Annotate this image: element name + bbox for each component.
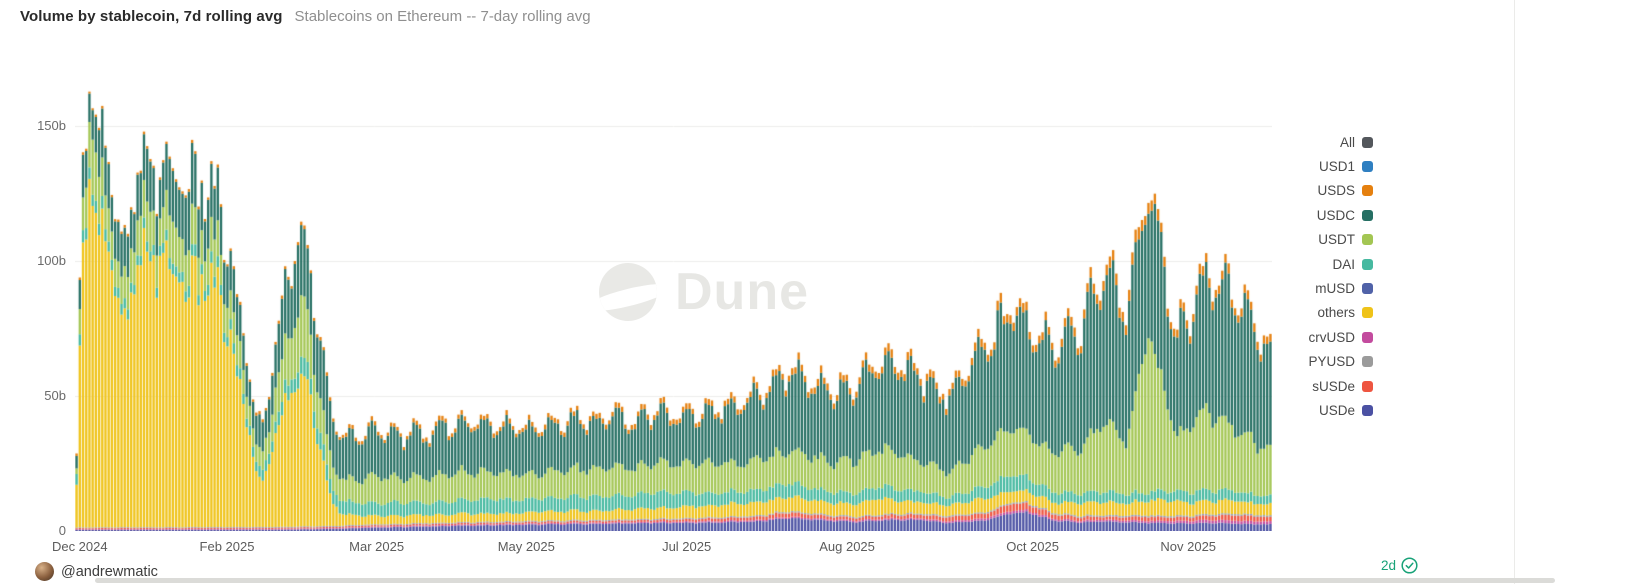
legend-item-usde[interactable]: USDe: [1308, 398, 1373, 422]
legend-label: DAI: [1332, 256, 1355, 272]
legend-label: USDS: [1317, 183, 1355, 199]
chart-header: Volume by stablecoin, 7d rolling avg Sta…: [20, 8, 591, 25]
y-axis-label: 50b: [44, 388, 66, 404]
x-axis-label: Nov 2025: [1160, 539, 1217, 554]
page-title: Volume by stablecoin, 7d rolling avg: [20, 8, 283, 25]
legend-item-usdt[interactable]: USDT: [1308, 228, 1373, 252]
x-axis-label: May 2025: [497, 539, 555, 554]
legend-swatch: [1362, 258, 1373, 270]
legend-label: crvUSD: [1308, 329, 1356, 345]
x-axis-label: Mar 2025: [349, 539, 405, 554]
legend-item-pyusd[interactable]: PYUSD: [1308, 350, 1373, 374]
y-axis-label: 0: [58, 523, 66, 538]
x-axis-label: Jul 2025: [662, 539, 712, 554]
avatar: [35, 562, 54, 581]
horizontal-scrollbar[interactable]: [95, 578, 1555, 583]
legend-item-all[interactable]: All: [1308, 130, 1373, 154]
legend-label: others: [1317, 305, 1355, 321]
legend-swatch: [1362, 404, 1373, 416]
legend-swatch: [1362, 380, 1373, 392]
x-axis-label: Dec 2024: [51, 539, 108, 554]
y-axis-label: 100b: [37, 253, 66, 269]
volume-stacked-bar-chart[interactable]: [75, 40, 1272, 531]
legend-swatch: [1362, 307, 1373, 319]
x-axis-label: Oct 2025: [1006, 539, 1059, 554]
legend-item-usdc[interactable]: USDC: [1308, 203, 1373, 227]
legend-item-susde[interactable]: sUSDe: [1308, 374, 1373, 398]
legend-swatch: [1362, 209, 1373, 221]
legend-item-musd[interactable]: mUSD: [1308, 276, 1373, 300]
legend-label: mUSD: [1315, 281, 1355, 297]
data-freshness-badge[interactable]: 2d: [1381, 557, 1418, 574]
check-circle-icon: [1401, 557, 1418, 574]
legend-swatch: [1362, 283, 1373, 295]
x-axis-label: Aug 2025: [819, 539, 875, 554]
legend-swatch: [1362, 185, 1373, 197]
legend-label: USDT: [1318, 232, 1355, 248]
chart-card: Volume by stablecoin, 7d rolling avg Sta…: [0, 0, 1515, 584]
legend-label: PYUSD: [1308, 354, 1355, 370]
y-axis-label: 150b: [37, 118, 66, 134]
legend-label: sUSDe: [1312, 378, 1355, 394]
legend-swatch: [1362, 136, 1373, 148]
author-handle[interactable]: @andrewmatic: [61, 564, 158, 580]
legend-item-usds[interactable]: USDS: [1308, 179, 1373, 203]
freshness-age: 2d: [1381, 558, 1397, 573]
legend-label: USDe: [1318, 402, 1355, 418]
legend-item-others[interactable]: others: [1308, 301, 1373, 325]
legend-label: All: [1339, 134, 1355, 150]
page-subtitle: Stablecoins on Ethereum -- 7-day rolling…: [294, 8, 591, 25]
legend-label: USDC: [1316, 207, 1355, 223]
legend-swatch: [1362, 331, 1373, 343]
chart-legend: All USD1 USDS USDC USDT DAI mUSD others crvUSD PY…: [1308, 130, 1373, 423]
legend-swatch: [1362, 234, 1373, 246]
legend-swatch: [1362, 356, 1373, 368]
legend-item-usd1[interactable]: USD1: [1308, 154, 1373, 178]
x-axis-label: Feb 2025: [199, 539, 255, 554]
legend-item-crvusd[interactable]: crvUSD: [1308, 325, 1373, 349]
legend-swatch: [1362, 161, 1373, 173]
legend-item-dai[interactable]: DAI: [1308, 252, 1373, 276]
legend-label: USD1: [1318, 159, 1355, 175]
